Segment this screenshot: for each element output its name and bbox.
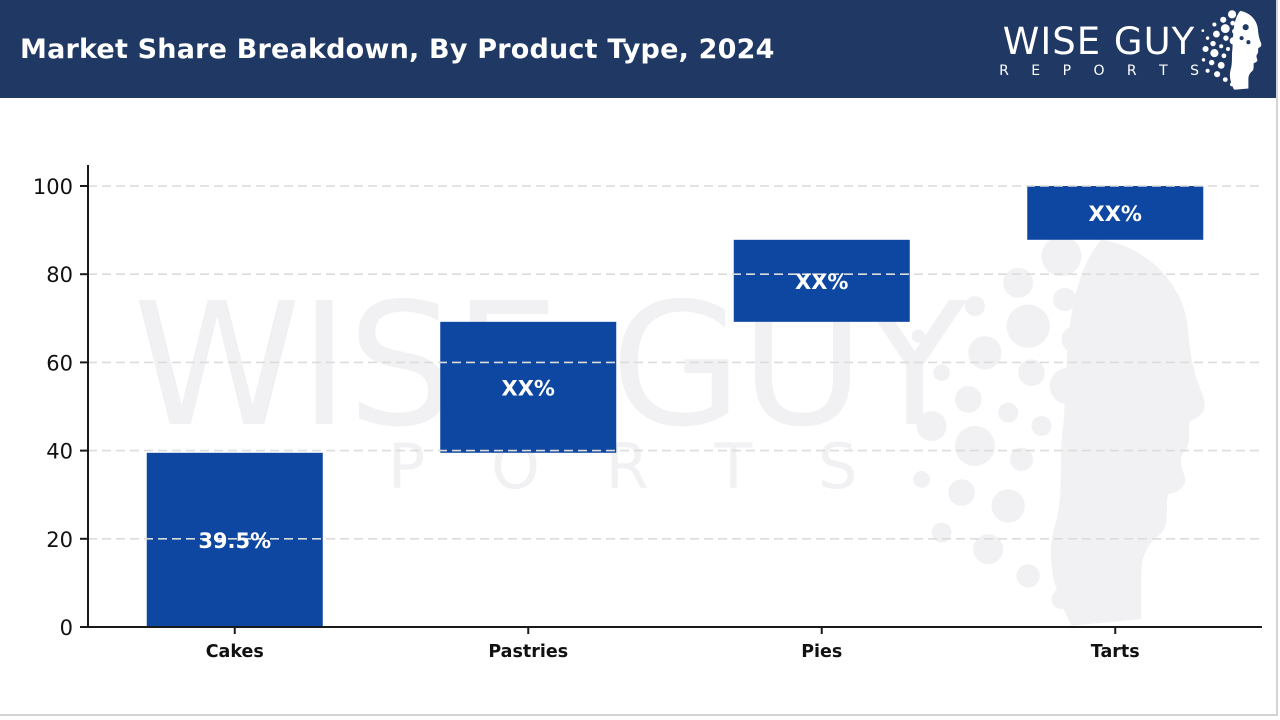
y-tick-label: 60 (46, 351, 73, 375)
brand-wordmark: WISE GUY R E P O R T S (990, 23, 1208, 79)
y-tick-label: 20 (46, 528, 73, 552)
bar-pies (733, 239, 910, 322)
bar-value-label: XX% (502, 376, 555, 400)
x-category-label: Pastries (488, 642, 568, 662)
bar-pastries (440, 321, 617, 453)
brand-subtitle: R E P O R T S (999, 63, 1208, 79)
bar-tarts (1027, 186, 1204, 240)
y-tick-label: 80 (46, 263, 73, 287)
x-category-label: Tarts (1091, 642, 1140, 662)
chart-area: WISE GUY P O R T S 0 20 40 60 80 100 Cakes 39.5… (0, 98, 1276, 714)
bar-cakes (146, 452, 323, 627)
y-tick-label: 100 (33, 175, 73, 199)
bar-chart: 0 20 40 60 80 100 Cakes 39.5% Pastries XX% Pies XX%… (33, 165, 1262, 662)
y-tick-label: 0 (60, 616, 73, 640)
bar-value-label: 39.5% (198, 529, 271, 553)
header: Market Share Breakdown, By Product Type,… (0, 0, 1276, 98)
x-category-label: Cakes (206, 642, 264, 662)
brand-logo: WISE GUY R E P O R T S (990, 8, 1262, 90)
brand-name: WISE GUY (1002, 20, 1196, 63)
y-tick-label: 40 (46, 440, 73, 464)
face-profile-dots-icon (1194, 8, 1262, 90)
chart-title: Market Share Breakdown, By Product Type,… (20, 33, 775, 65)
bar-value-label: XX% (1089, 202, 1142, 226)
bar-value-label: XX% (795, 270, 848, 294)
x-category-label: Pies (801, 642, 842, 662)
